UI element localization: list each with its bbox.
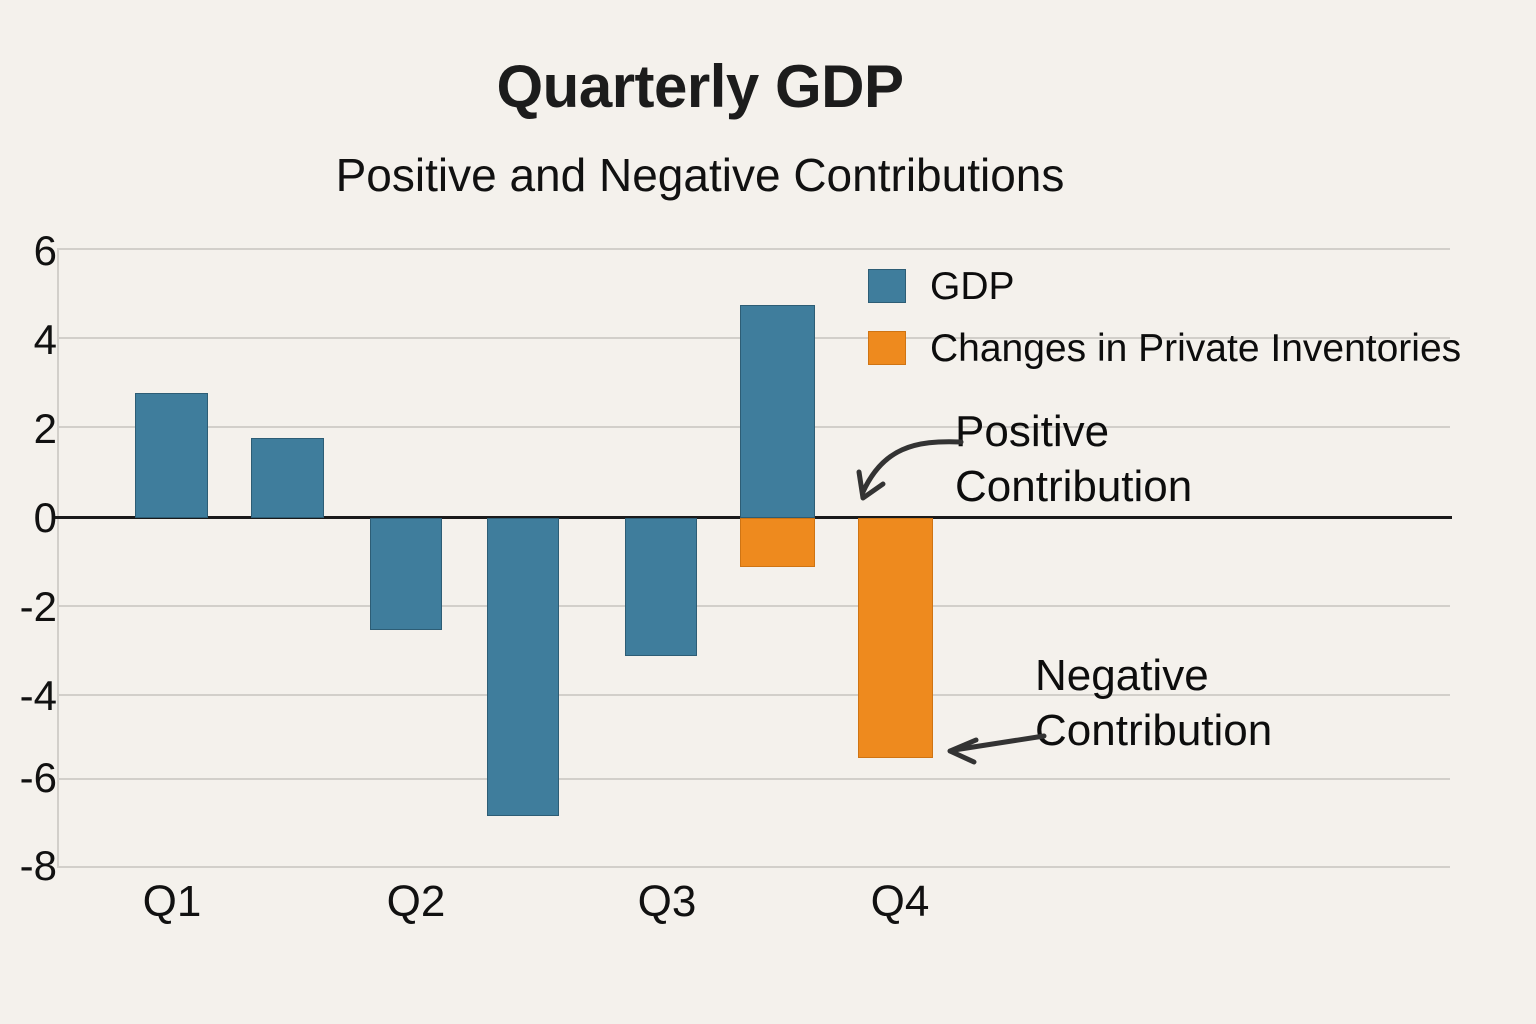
gridline-neg6 <box>57 778 1450 780</box>
legend-label-inventories: Changes in Private Inventories <box>930 326 1462 370</box>
y-tick-label-2: 2 <box>33 405 57 452</box>
annotation-positive-contribution-text: Positive Contribution <box>955 407 1193 511</box>
y-axis-spine <box>57 248 59 868</box>
bar-q4-inventories-negative[interactable] <box>858 518 933 758</box>
chart-subtitle: Positive and Negative Contributions <box>335 149 1065 201</box>
gridline-neg4 <box>57 694 1450 696</box>
y-tick-label-neg6: -6 <box>19 754 57 801</box>
x-tick-label-q2: Q2 <box>386 877 446 926</box>
bar-q4-inventories-positive[interactable] <box>740 518 815 567</box>
bar-q1-gdp-2[interactable] <box>251 438 324 518</box>
y-tick-label-neg2: -2 <box>19 583 57 630</box>
gridline-6 <box>57 248 1450 250</box>
annotation-negative-contribution-text: Negative Contribution <box>1035 651 1273 755</box>
plot-area <box>55 248 1452 868</box>
bar-q4-gdp-1[interactable] <box>740 305 815 518</box>
y-tick-label-0: 0 <box>33 494 57 541</box>
legend-item-gdp[interactable]: GDP <box>868 266 1461 306</box>
x-tick-label-q4: Q4 <box>870 877 930 926</box>
chart-legend: GDP Changes in Private Inventories <box>868 266 1461 390</box>
y-tick-label-neg4: -4 <box>19 672 57 719</box>
x-tick-label-q3: Q3 <box>637 877 697 926</box>
legend-swatch-icon-gdp <box>868 269 906 303</box>
chart-title: Quarterly GDP <box>496 53 904 120</box>
y-tick-label-4: 4 <box>33 316 57 363</box>
legend-label-gdp: GDP <box>930 264 1015 308</box>
legend-swatch-icon-inventories <box>868 331 906 365</box>
gridline-neg8 <box>57 866 1450 868</box>
y-tick-label-neg8: -8 <box>19 842 57 889</box>
x-tick-label-q1: Q1 <box>142 877 202 926</box>
y-tick-label-6: 6 <box>33 227 57 274</box>
legend-item-inventories[interactable]: Changes in Private Inventories <box>868 328 1461 368</box>
bar-q2-gdp-2[interactable] <box>487 518 559 816</box>
bar-q1-gdp-1[interactable] <box>135 393 208 518</box>
gridline-neg2 <box>57 605 1450 607</box>
bar-q3-gdp-1[interactable] <box>625 518 697 656</box>
bar-q2-gdp-1[interactable] <box>370 518 442 630</box>
